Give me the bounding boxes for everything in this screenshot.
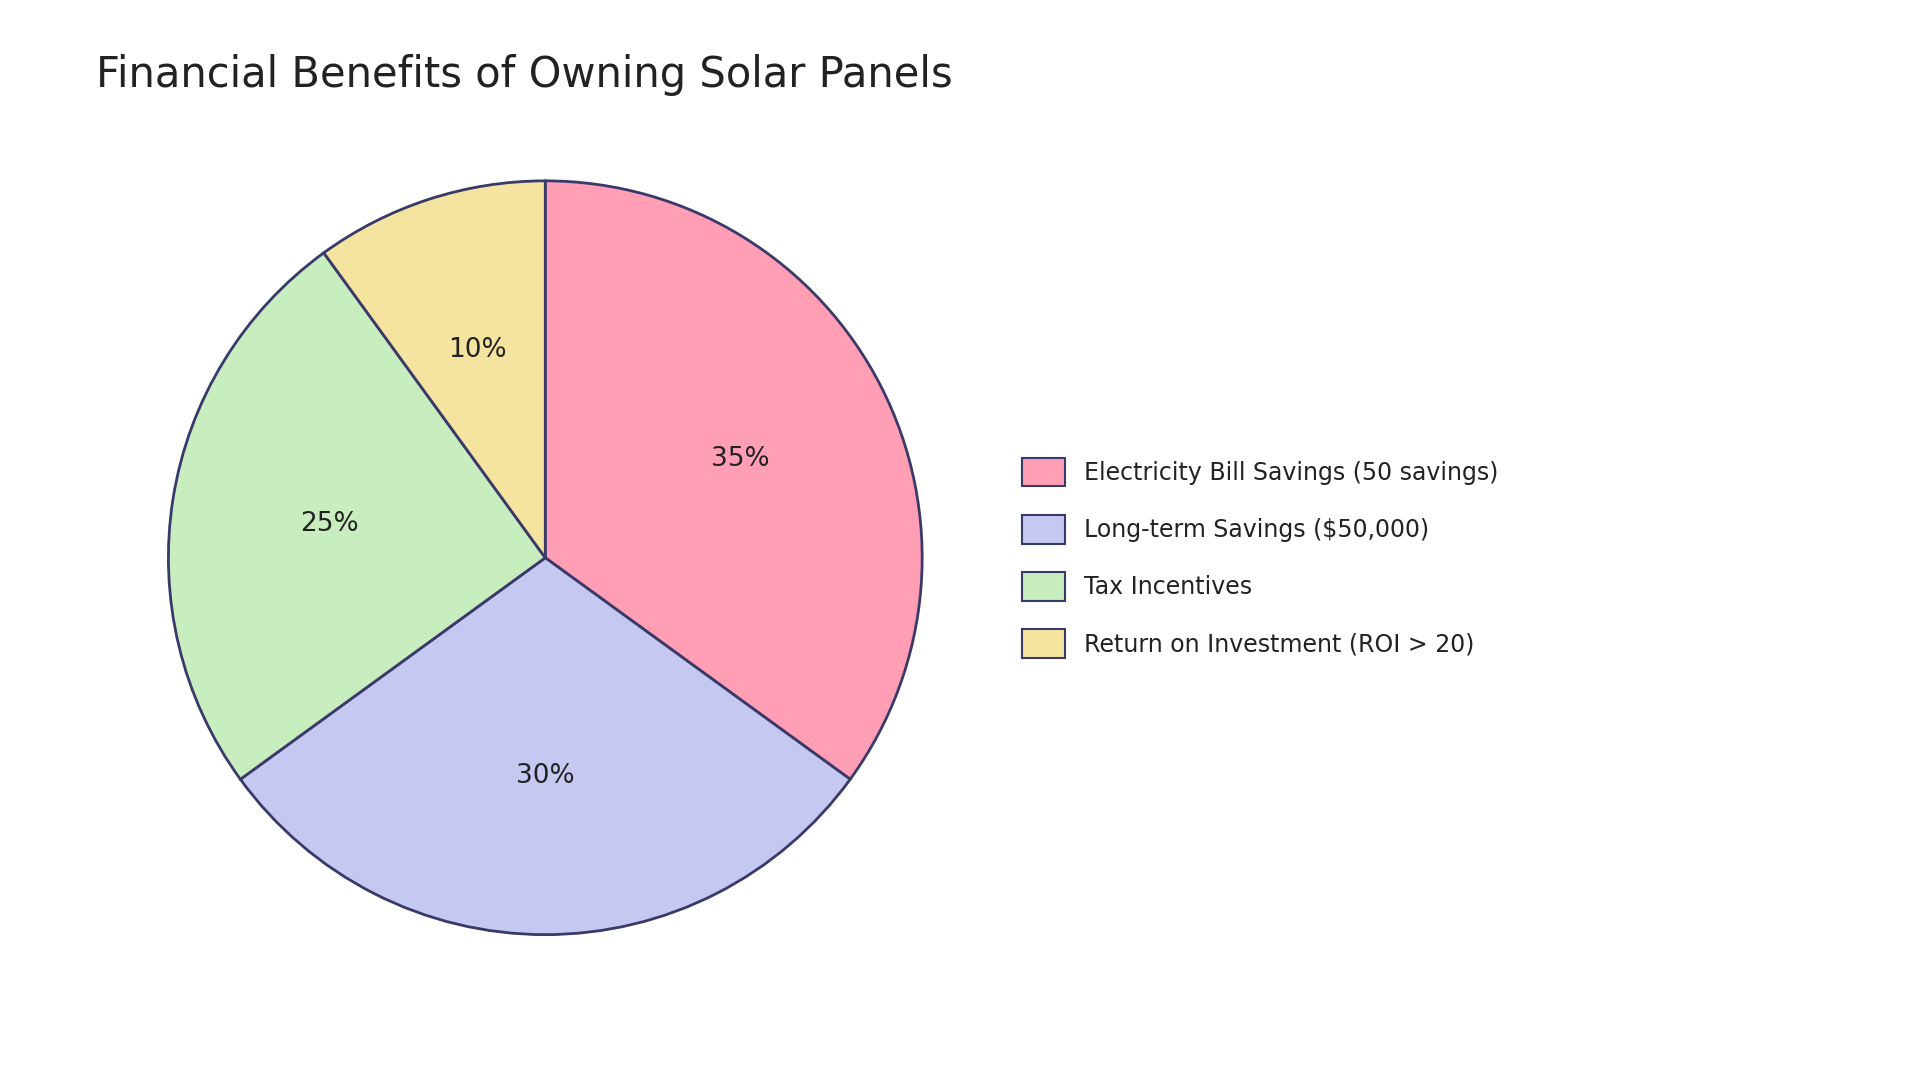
Text: 10%: 10% — [449, 337, 507, 363]
Text: Financial Benefits of Owning Solar Panels: Financial Benefits of Owning Solar Panel… — [96, 54, 952, 96]
Text: 30%: 30% — [516, 764, 574, 790]
Legend: Electricity Bill Savings (50 savings), Long-term Savings ($50,000), Tax Incentiv: Electricity Bill Savings (50 savings), L… — [1023, 458, 1498, 657]
Text: 25%: 25% — [300, 510, 359, 536]
Wedge shape — [324, 181, 545, 558]
Text: 35%: 35% — [710, 445, 770, 471]
Wedge shape — [240, 558, 851, 935]
Wedge shape — [545, 181, 922, 780]
Wedge shape — [169, 252, 545, 780]
